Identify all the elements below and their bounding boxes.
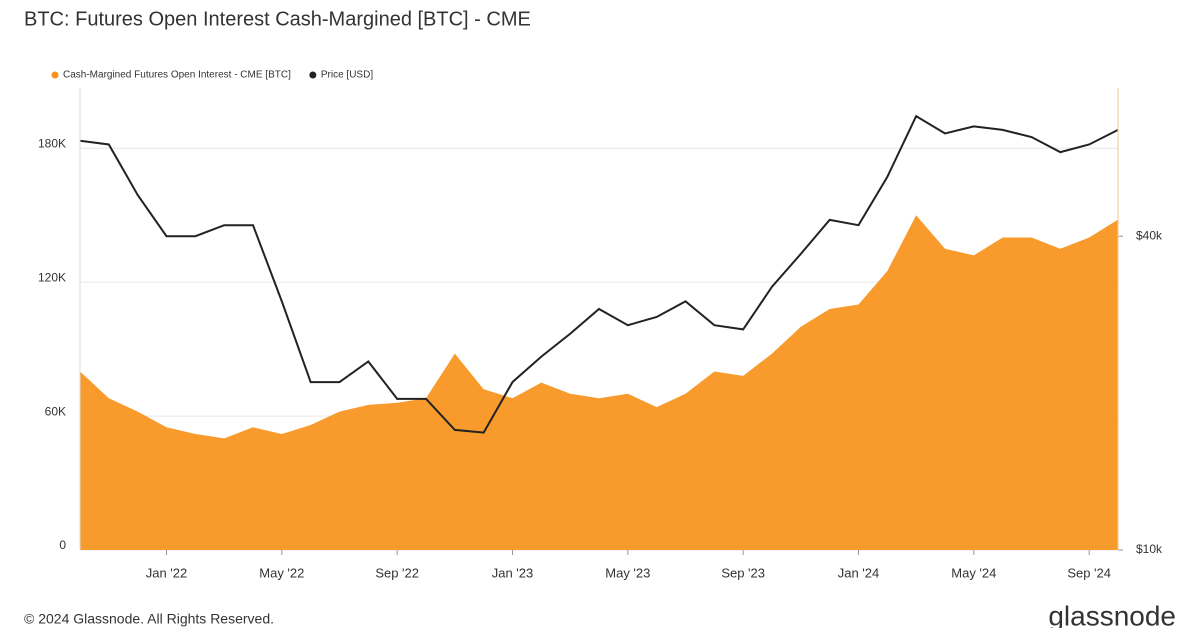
source: © 2024 Glassnode. All Rights Reserved.: [24, 611, 274, 627]
x-tick-label: Jan '23: [492, 565, 534, 580]
legend-marker: [51, 71, 59, 79]
x-tick-label: Jan '22: [146, 565, 188, 580]
price-line: [79, 114, 1119, 434]
y-tick-label: 120K: [38, 270, 66, 284]
y-tick-label: 60K: [45, 404, 66, 418]
oi-area: [80, 215, 1118, 550]
x-tick-label: Jan '24: [838, 565, 880, 580]
x-tick-label: May '24: [951, 565, 996, 580]
legend-marker: [309, 71, 317, 79]
y-tick-label: 0: [59, 538, 66, 552]
x-tick-label: Sep '22: [375, 565, 419, 580]
logo: glassnode: [1048, 600, 1176, 628]
x-tick-label: Sep '23: [721, 565, 765, 580]
legend-label: Price [USD]: [321, 70, 373, 81]
x-tick-label: May '22: [259, 565, 304, 580]
legend-label: Cash-Margined Futures Open Interest - CM…: [63, 70, 291, 81]
y-tick-label: 180K: [38, 136, 66, 150]
x-tick-label: Sep '24: [1067, 565, 1111, 580]
y2-tick-label: $40k: [1136, 228, 1163, 242]
y2-tick-label: $10k: [1136, 542, 1163, 556]
chart-title: BTC: Futures Open Interest Cash-Margined…: [24, 8, 531, 30]
x-tick-label: May '23: [605, 565, 650, 580]
